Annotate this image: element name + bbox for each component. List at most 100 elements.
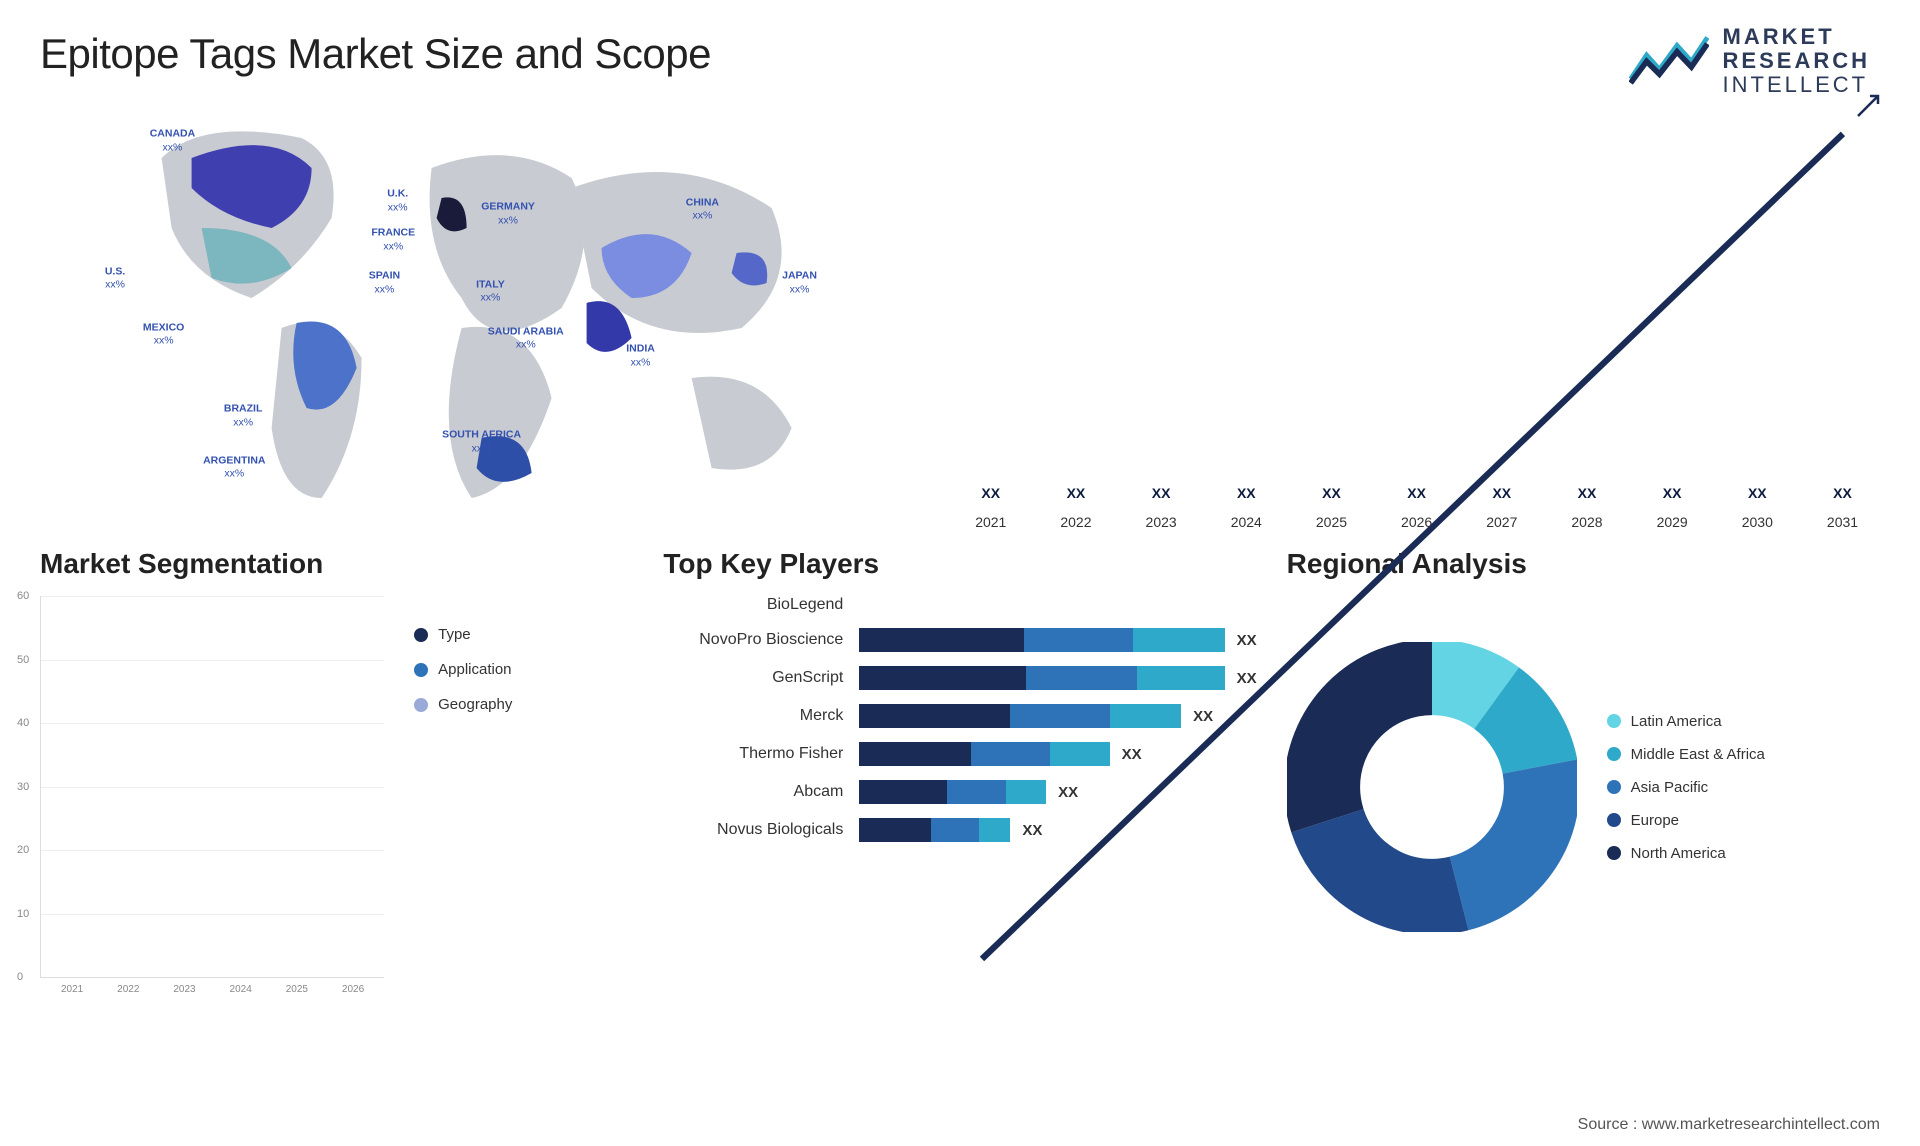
- key-player-value: XX: [1058, 784, 1078, 801]
- forecast-bar-value: XX: [981, 485, 1000, 501]
- legend-swatch: [414, 663, 428, 677]
- forecast-bar-value: XX: [1578, 485, 1597, 501]
- legend-item: Type: [414, 626, 633, 643]
- forecast-bar-chart: XXXXXXXXXXXXXXXXXXXXXX 20212022202320242…: [953, 98, 1880, 528]
- map-country-label: MEXICOxx%: [143, 321, 184, 348]
- map-country-label: SAUDI ARABIAxx%: [488, 325, 564, 352]
- legend-item: North America: [1607, 845, 1765, 862]
- forecast-year-label: 2025: [1294, 514, 1369, 530]
- key-player-row: BioLegend: [663, 596, 1256, 614]
- arrow-head-icon: [1856, 94, 1880, 118]
- key-player-name: GenScript: [663, 669, 843, 687]
- regional-donut-chart: [1287, 642, 1577, 932]
- regional-title: Regional Analysis: [1287, 548, 1880, 580]
- regional-panel: Regional Analysis Latin AmericaMiddle Ea…: [1287, 548, 1880, 978]
- forecast-bar-value: XX: [1407, 485, 1426, 501]
- map-country-label: INDIAxx%: [626, 342, 655, 369]
- brand-logo-icon: [1629, 29, 1709, 94]
- forecast-bar-value: XX: [1748, 485, 1767, 501]
- key-player-value: XX: [1237, 670, 1257, 687]
- world-map: CANADAxx%U.S.xx%MEXICOxx%BRAZILxx%ARGENT…: [40, 98, 923, 528]
- seg-y-tick: 20: [17, 844, 29, 856]
- forecast-year-label: 2030: [1720, 514, 1795, 530]
- forecast-bar-value: XX: [1152, 485, 1171, 501]
- legend-label: Asia Pacific: [1631, 779, 1709, 796]
- map-country-label: BRAZILxx%: [224, 403, 263, 430]
- seg-y-tick: 0: [17, 971, 23, 983]
- key-player-value: XX: [1122, 746, 1142, 763]
- legend-item: Geography: [414, 696, 633, 713]
- key-player-bar: [859, 704, 1181, 728]
- legend-label: Geography: [438, 696, 512, 713]
- legend-swatch: [414, 628, 428, 642]
- seg-y-tick: 50: [17, 654, 29, 666]
- seg-y-tick: 60: [17, 590, 29, 602]
- seg-y-tick: 30: [17, 781, 29, 793]
- key-player-bar: [859, 666, 1224, 690]
- key-player-name: Novus Biologicals: [663, 821, 843, 839]
- forecast-year-label: 2024: [1209, 514, 1284, 530]
- legend-label: Type: [438, 626, 471, 643]
- seg-y-tick: 40: [17, 717, 29, 729]
- forecast-bar: XX: [1549, 485, 1624, 506]
- forecast-bar-value: XX: [1322, 485, 1341, 501]
- forecast-bar: XX: [1720, 485, 1795, 506]
- segmentation-panel: Market Segmentation 20212022202320242025…: [40, 548, 633, 978]
- key-player-value: XX: [1193, 708, 1213, 725]
- map-country-label: JAPANxx%: [782, 269, 817, 296]
- segmentation-chart: 202120222023202420252026 1020304050600: [40, 596, 384, 978]
- forecast-year-label: 2031: [1805, 514, 1880, 530]
- seg-x-tick: 2026: [330, 984, 376, 995]
- forecast-year-label: 2028: [1549, 514, 1624, 530]
- legend-item: Application: [414, 661, 633, 678]
- seg-x-tick: 2023: [161, 984, 207, 995]
- legend-label: Europe: [1631, 812, 1679, 829]
- key-player-name: BioLegend: [663, 596, 843, 614]
- legend-swatch: [414, 698, 428, 712]
- forecast-bar: XX: [1464, 485, 1539, 506]
- forecast-year-label: 2021: [953, 514, 1028, 530]
- map-country-label: SPAINxx%: [369, 269, 400, 296]
- key-player-row: Novus Biologicals XX: [663, 818, 1256, 842]
- map-country-label: U.S.xx%: [105, 265, 125, 292]
- forecast-bar-value: XX: [1492, 485, 1511, 501]
- forecast-bar: XX: [1209, 485, 1284, 506]
- segmentation-title: Market Segmentation: [40, 548, 633, 580]
- forecast-year-label: 2023: [1124, 514, 1199, 530]
- legend-item: Europe: [1607, 812, 1765, 829]
- map-country-label: FRANCExx%: [371, 226, 415, 253]
- key-player-bar: [859, 818, 1010, 842]
- key-player-bar: [859, 780, 1046, 804]
- seg-x-tick: 2022: [105, 984, 151, 995]
- key-players-chart: BioLegend NovoPro Bioscience XX GenScript XX…: [663, 596, 1256, 978]
- forecast-bar: XX: [953, 485, 1028, 506]
- key-player-bar: [859, 628, 1224, 652]
- key-player-value: XX: [1022, 822, 1042, 839]
- forecast-bar-value: XX: [1833, 485, 1852, 501]
- forecast-bar-value: XX: [1067, 485, 1086, 501]
- key-player-name: Merck: [663, 707, 843, 725]
- source-text: Source : www.marketresearchintellect.com: [1578, 1116, 1880, 1134]
- forecast-bar: XX: [1294, 485, 1369, 506]
- forecast-bar-value: XX: [1663, 485, 1682, 501]
- seg-x-tick: 2024: [218, 984, 264, 995]
- seg-x-tick: 2025: [274, 984, 320, 995]
- legend-swatch: [1607, 747, 1621, 761]
- key-player-row: GenScript XX: [663, 666, 1256, 690]
- map-country-label: U.K.xx%: [387, 188, 408, 215]
- forecast-bar: XX: [1805, 485, 1880, 506]
- forecast-bar: XX: [1379, 485, 1454, 506]
- map-country-label: ITALYxx%: [476, 278, 505, 305]
- key-player-name: NovoPro Bioscience: [663, 631, 843, 649]
- regional-legend: Latin AmericaMiddle East & AfricaAsia Pa…: [1607, 713, 1765, 862]
- key-player-row: Thermo FisherXX: [663, 742, 1256, 766]
- key-player-row: Merck XX: [663, 704, 1256, 728]
- forecast-bar: XX: [1124, 485, 1199, 506]
- legend-swatch: [1607, 780, 1621, 794]
- key-player-row: AbcamXX: [663, 780, 1256, 804]
- key-player-value: XX: [1237, 632, 1257, 649]
- map-country-label: CANADAxx%: [150, 127, 196, 154]
- key-player-bar: [859, 742, 1109, 766]
- brand-line3: INTELLECT: [1723, 73, 1870, 97]
- legend-swatch: [1607, 813, 1621, 827]
